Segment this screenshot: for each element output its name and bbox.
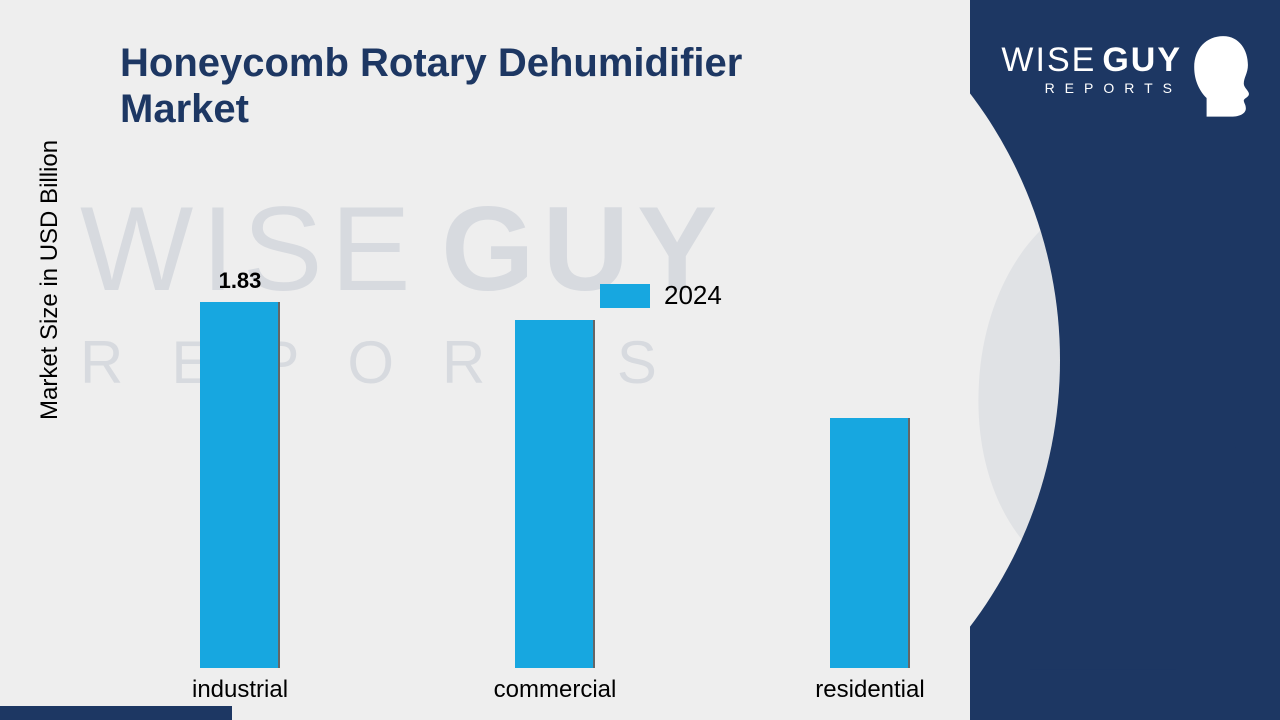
x-category-label: residential <box>815 676 924 704</box>
bottom-accent-strip <box>0 706 232 720</box>
bar-value-label: 1.83 <box>219 268 262 294</box>
bar-group-commercial: commercial <box>515 320 595 668</box>
y-axis-label: Market Size in USD Billion <box>36 140 64 420</box>
page-root: WISE GUY REPORTS <box>0 0 1280 720</box>
logo-head-icon <box>1188 34 1250 104</box>
bar-commercial <box>515 320 595 668</box>
logo-guy-text: GUY <box>1102 43 1182 77</box>
bar-residential <box>830 418 910 668</box>
brand-logo: WISE GUY REPORTS <box>990 24 1250 114</box>
logo-reports-text: REPORTS <box>1045 81 1182 95</box>
plot-area: 1.83 industrial commercial residential <box>110 188 930 668</box>
chart-title: Honeycomb Rotary Dehumidifier Market <box>120 40 820 132</box>
logo-wise-text: WISE <box>1001 43 1096 77</box>
bar-industrial <box>200 302 280 668</box>
x-category-label: commercial <box>494 676 617 704</box>
watermark-head-icon <box>940 160 1260 680</box>
bar-group-residential: residential <box>830 418 910 668</box>
x-category-label: industrial <box>192 676 288 704</box>
bar-group-industrial: 1.83 industrial <box>200 302 280 668</box>
